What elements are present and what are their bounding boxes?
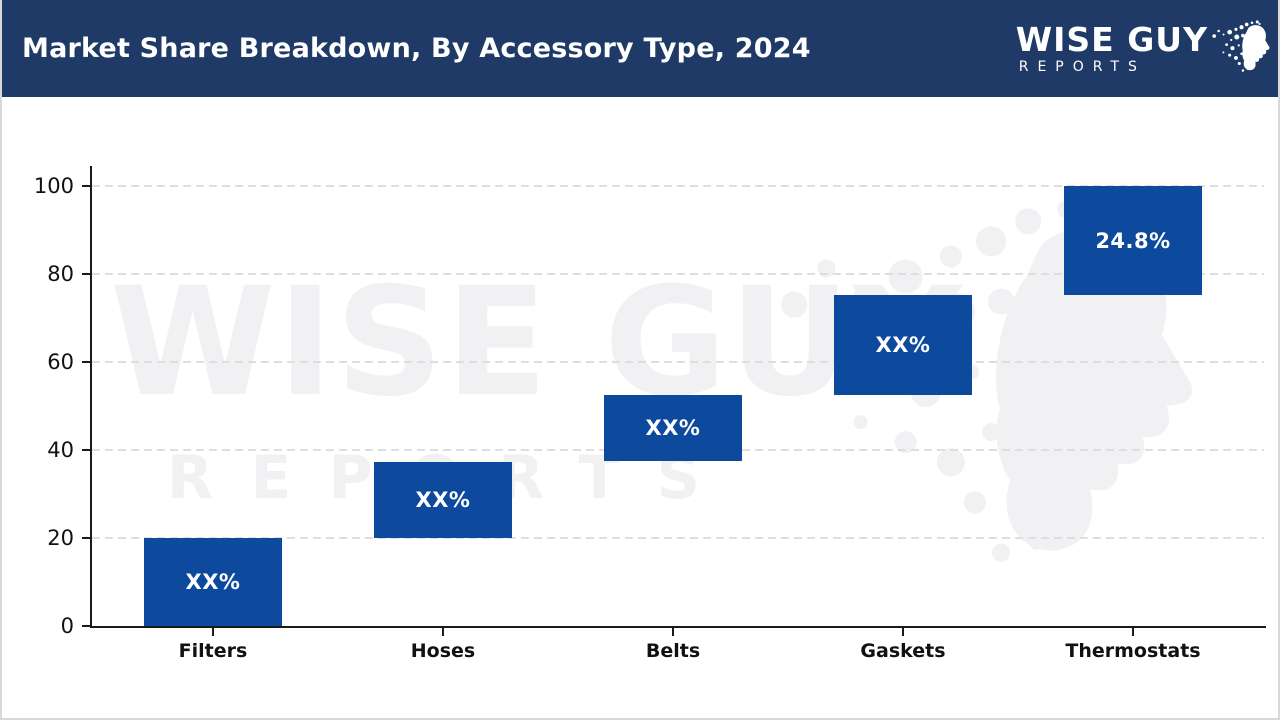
x-axis-category-label: Gaskets <box>860 640 946 662</box>
y-axis-tick <box>82 537 91 539</box>
y-axis-tick-label: 0 <box>60 614 74 638</box>
bar-filters: XX% <box>144 538 282 626</box>
header-bar: Market Share Breakdown, By Accessory Typ… <box>2 0 1278 97</box>
y-axis-tick <box>82 185 91 187</box>
y-axis-tick <box>82 449 91 451</box>
chart-area: WISE GUY REPORTS 020406080100FiltersXX%H… <box>2 97 1278 718</box>
logo-brand-text: WISE GUY <box>1015 19 1208 59</box>
x-axis-tick <box>672 628 674 636</box>
x-axis-category-label: Filters <box>178 640 248 662</box>
y-axis-tick-label: 60 <box>47 350 74 374</box>
y-axis-tick-label: 20 <box>47 526 74 550</box>
y-axis-tick-label: 40 <box>47 438 74 462</box>
x-axis-tick <box>1132 628 1134 636</box>
x-axis-category-label: Thermostats <box>1065 640 1201 662</box>
bar-value-label: XX% <box>645 416 701 441</box>
y-axis-tick-label: 100 <box>33 174 74 198</box>
y-axis-tick-label: 80 <box>47 262 74 286</box>
gridline-80 <box>92 273 1264 275</box>
bar-belts: XX% <box>604 395 742 462</box>
bar-value-label: XX% <box>415 488 471 513</box>
y-axis-line <box>90 166 92 628</box>
bar-gaskets: XX% <box>834 295 972 395</box>
x-axis-tick <box>442 628 444 636</box>
gridline-20 <box>92 537 1264 539</box>
y-axis-tick <box>82 361 91 363</box>
bar-value-label: 24.8% <box>1095 228 1171 253</box>
chart-title: Market Share Breakdown, By Accessory Typ… <box>22 33 811 64</box>
x-axis-tick <box>212 628 214 636</box>
logo-sub-text: REPORTS <box>1018 59 1146 76</box>
bar-value-label: XX% <box>185 570 241 594</box>
watermark-brand-text: WISE GUY <box>110 256 964 430</box>
x-axis-category-label: Hoses <box>410 640 476 662</box>
gridline-100 <box>92 185 1264 187</box>
bar-thermostats: 24.8% <box>1064 186 1202 296</box>
x-axis-tick <box>902 628 904 636</box>
bar-value-label: XX% <box>875 332 931 357</box>
wise-guy-logo: WISE GUY REPORTS <box>1016 6 1270 92</box>
gridline-60 <box>92 361 1264 363</box>
y-axis-tick <box>82 625 91 627</box>
wise-guy-head-icon <box>1212 20 1270 72</box>
logo-text-block: WISE GUY REPORTS <box>1015 19 1208 76</box>
bar-hoses: XX% <box>374 462 512 538</box>
x-axis-category-label: Belts <box>645 640 701 662</box>
x-axis-line <box>90 626 1266 628</box>
y-axis-tick <box>82 273 91 275</box>
